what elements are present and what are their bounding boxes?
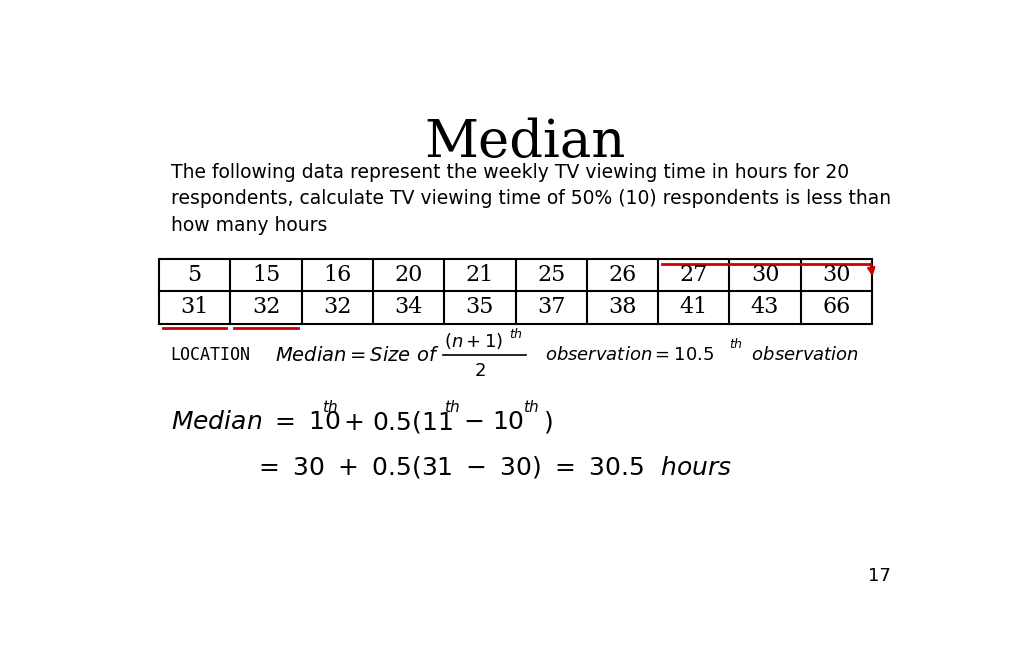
Text: $\it{th}$: $\it{th}$ xyxy=(322,399,338,415)
Text: 38: 38 xyxy=(608,296,637,318)
Text: 34: 34 xyxy=(394,296,423,318)
Text: 27: 27 xyxy=(680,264,708,286)
Text: $2$: $2$ xyxy=(474,361,485,380)
Text: $th$: $th$ xyxy=(729,337,743,351)
Text: $\it{Median = Size\ of}$: $\it{Median = Size\ of}$ xyxy=(275,345,439,365)
Text: 32: 32 xyxy=(252,296,281,318)
Text: 26: 26 xyxy=(608,264,637,286)
Text: $\it{=\ 30\ +\ 0.5(31\ -\ 30)\ =\ 30.5\ \ hours}$: $\it{=\ 30\ +\ 0.5(31\ -\ 30)\ =\ 30.5\ … xyxy=(254,454,731,480)
Text: 16: 16 xyxy=(324,264,351,286)
Text: 15: 15 xyxy=(252,264,281,286)
Text: $\it{observation=10.5}$: $\it{observation=10.5}$ xyxy=(545,346,714,364)
Text: Median: Median xyxy=(424,117,626,168)
Text: 21: 21 xyxy=(466,264,494,286)
Text: 5: 5 xyxy=(187,264,202,286)
Text: 30: 30 xyxy=(822,264,851,286)
Text: 17: 17 xyxy=(868,568,891,585)
Text: $\it{-\ 10}$: $\it{-\ 10}$ xyxy=(463,410,524,434)
Text: 66: 66 xyxy=(822,296,851,318)
Text: $th$: $th$ xyxy=(509,327,523,341)
Text: The following data represent the weekly TV viewing time in hours for 20
responde: The following data represent the weekly … xyxy=(171,162,891,235)
Text: $(n + 1)$: $(n + 1)$ xyxy=(444,332,504,351)
Text: $\it{Median\ =\ 10}$: $\it{Median\ =\ 10}$ xyxy=(171,410,341,434)
Text: $\it{+\ 0.5(11}$: $\it{+\ 0.5(11}$ xyxy=(343,409,454,435)
Text: 35: 35 xyxy=(466,296,494,318)
Text: 25: 25 xyxy=(537,264,565,286)
Text: 43: 43 xyxy=(751,296,779,318)
Text: 30: 30 xyxy=(751,264,779,286)
Text: 32: 32 xyxy=(323,296,351,318)
Text: $\it{th}$: $\it{th}$ xyxy=(523,399,540,415)
Text: 20: 20 xyxy=(394,264,423,286)
Text: 37: 37 xyxy=(537,296,565,318)
Text: $\it{th}$: $\it{th}$ xyxy=(444,399,461,415)
Text: $\it{)}$: $\it{)}$ xyxy=(543,409,552,435)
Text: 41: 41 xyxy=(680,296,708,318)
Text: 31: 31 xyxy=(180,296,209,318)
Text: $\it{\ observation}$: $\it{\ observation}$ xyxy=(746,346,859,364)
Text: LOCATION: LOCATION xyxy=(171,346,251,364)
Bar xyxy=(159,259,872,324)
